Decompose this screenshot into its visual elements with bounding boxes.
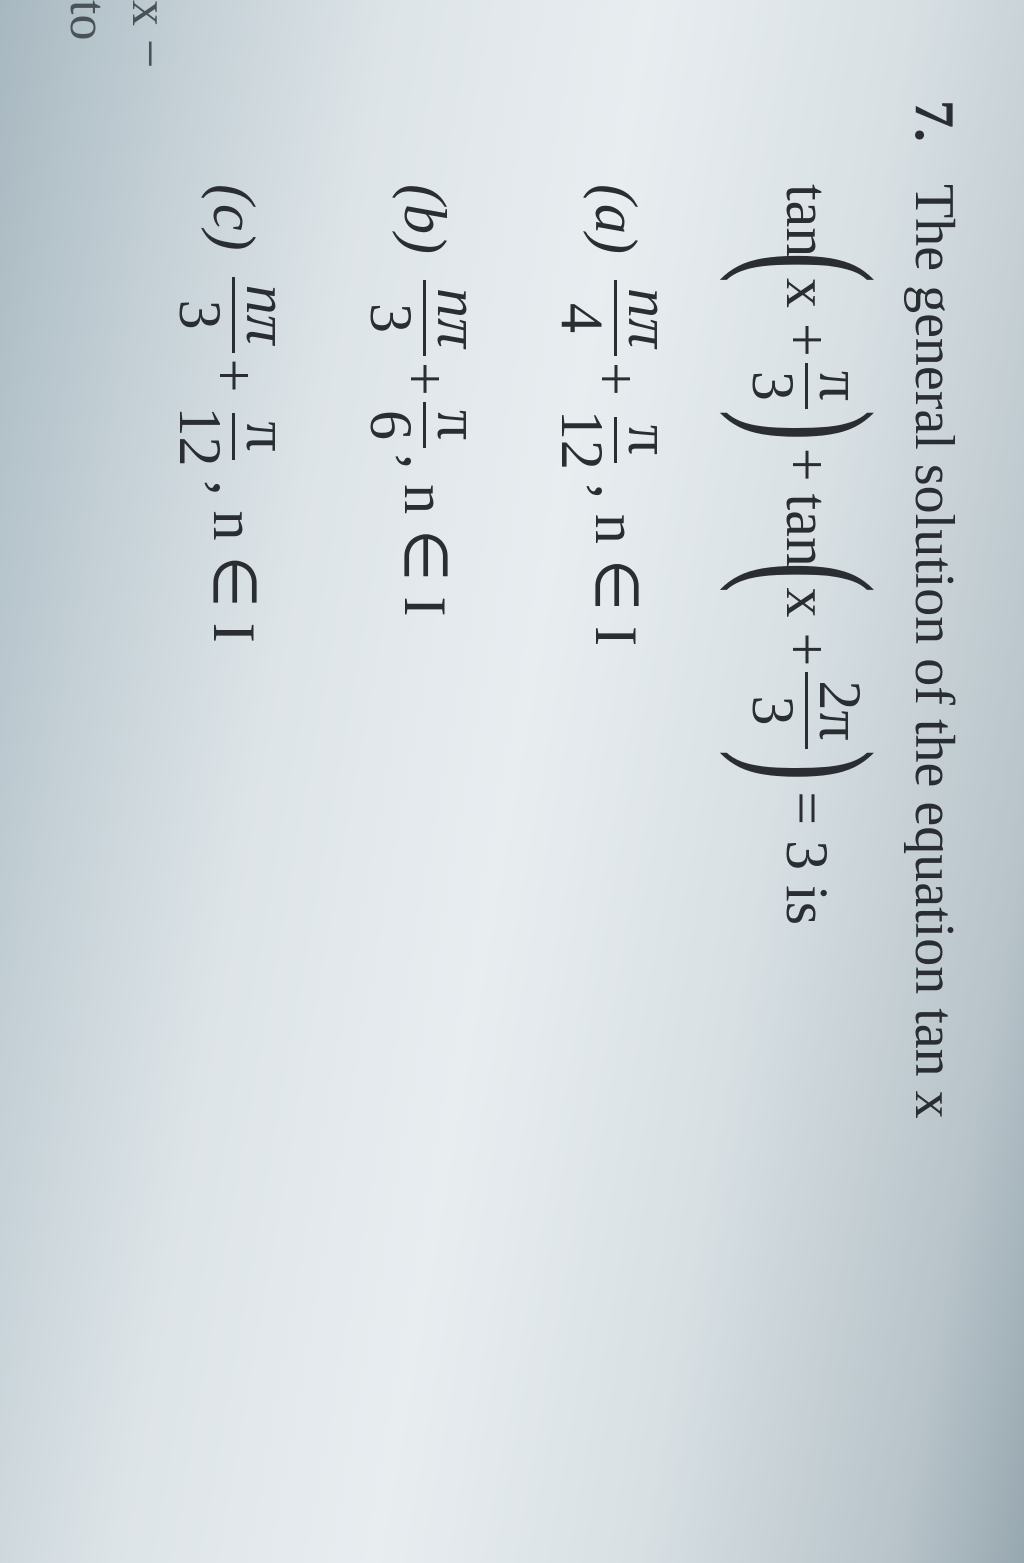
choice-b-label: (b) xyxy=(390,184,459,254)
choice-a-frac1-num: nπ xyxy=(614,280,681,356)
arg2-den: 3 xyxy=(741,687,805,733)
choice-a-label: (a) xyxy=(581,184,650,254)
plus-sign: + xyxy=(772,448,841,482)
choice-b-frac1-num: nπ xyxy=(423,280,490,356)
question-equation: tan ( x + π 3 ) + tan ( x + 2π 3 ) = 3 i… xyxy=(741,184,872,1523)
choice-a-frac2-num: π xyxy=(614,417,681,463)
choice-b-frac1: nπ 3 xyxy=(359,280,490,356)
choice-c-plus: + xyxy=(199,359,268,393)
arg2-fraction: 2π 3 xyxy=(741,672,872,748)
choice-a: (a) nπ 4 + π 12 , n ∈ I xyxy=(550,184,681,1523)
choice-a-frac2-den: 12 xyxy=(550,402,614,478)
arg2-num: 2π xyxy=(805,672,872,748)
question-row: 7. The general solution of the equation … xyxy=(902,100,964,1523)
arg1-var: x + xyxy=(772,278,841,357)
choice-c-label: (c) xyxy=(199,184,268,251)
choice-c-frac1-den: 3 xyxy=(168,292,232,338)
choice-b-frac1-den: 3 xyxy=(359,295,423,341)
fn-tan-1: tan xyxy=(772,184,841,257)
choice-c: (c) nπ 3 + π 12 , n ∈ I xyxy=(168,184,299,1523)
arg1-num: π xyxy=(805,363,872,409)
arg1-den: 3 xyxy=(741,363,805,409)
choice-a-frac1: nπ 4 xyxy=(550,280,681,356)
choice-a-plus: + xyxy=(581,362,650,396)
question-number: 7. xyxy=(902,100,964,160)
choice-c-frac2: π 12 xyxy=(168,399,299,475)
fn-tan-2: tan xyxy=(772,494,841,567)
choice-c-frac2-den: 12 xyxy=(168,399,232,475)
choice-b-frac2: π 6 xyxy=(359,402,490,448)
question-stem: The general solution of the equation tan… xyxy=(902,184,964,1523)
choice-b-tail: , n ∈ I xyxy=(390,454,460,616)
arg1-fraction: π 3 xyxy=(741,363,872,409)
choice-b-frac2-num: π xyxy=(423,402,490,448)
choice-c-tail: , n ∈ I xyxy=(199,481,269,643)
choice-b-frac2-den: 6 xyxy=(359,402,423,448)
choice-c-frac1-num: nπ xyxy=(232,277,299,353)
equation-rhs: = 3 is xyxy=(772,791,841,925)
choice-a-frac1-den: 4 xyxy=(550,295,614,341)
arg2-var: x + xyxy=(772,587,841,666)
choice-b-plus: + xyxy=(390,362,459,396)
page-content: 7. The general solution of the equation … xyxy=(0,0,1024,1563)
choice-c-frac2-num: π xyxy=(232,413,299,459)
choice-a-frac2: π 12 xyxy=(550,402,681,478)
choice-c-frac1: nπ 3 xyxy=(168,277,299,353)
choice-a-tail: , n ∈ I xyxy=(581,484,651,646)
choice-b: (b) nπ 3 + π 6 , n ∈ I xyxy=(359,184,490,1523)
